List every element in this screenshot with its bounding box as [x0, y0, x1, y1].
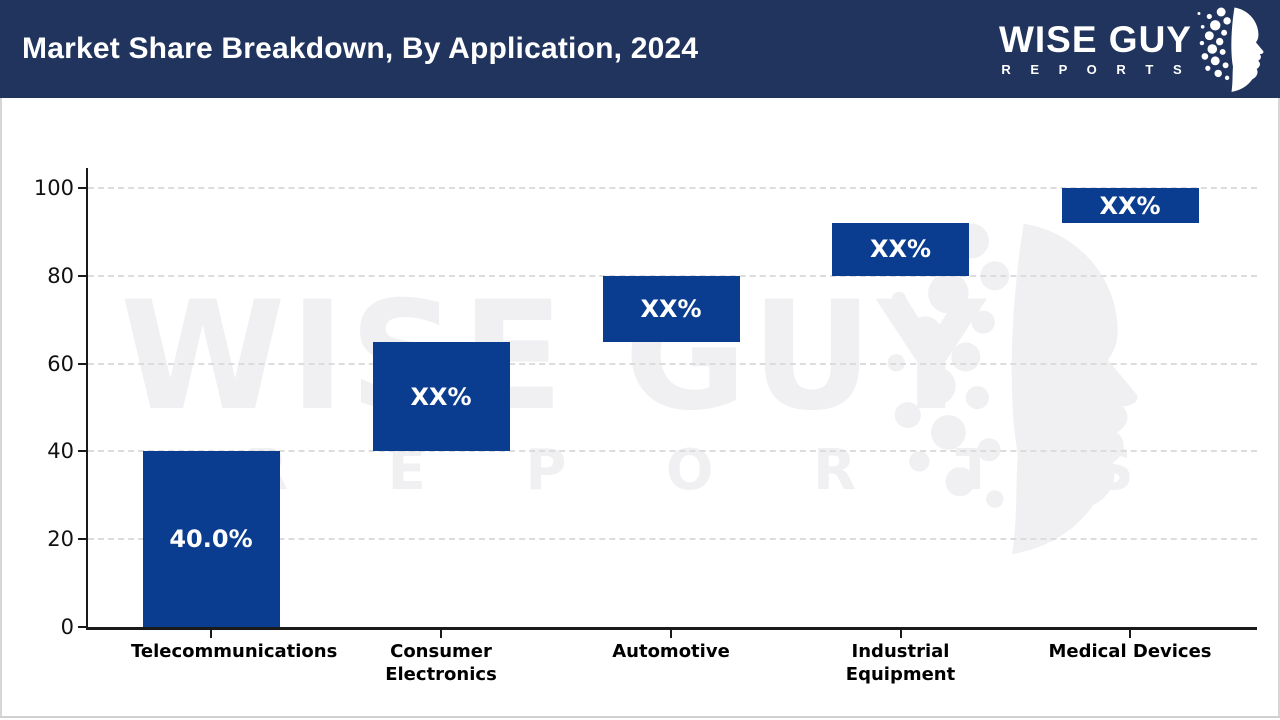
- x-category-label: Consumer Electronics: [385, 641, 497, 685]
- x-tick-mark: [899, 630, 902, 638]
- x-category-label: Medical Devices: [1048, 641, 1212, 662]
- bottom-border-line: [0, 716, 1280, 718]
- logo-head-icon: [1197, 7, 1264, 92]
- plot-area: 40.0% XX% XX% XX% XX%: [88, 149, 1257, 627]
- header-band: Market Share Breakdown, By Application, …: [0, 0, 1280, 98]
- bar-value-label: XX%: [410, 382, 472, 411]
- bar-segment: 40.0%: [142, 451, 280, 627]
- x-tick-mark: [1129, 630, 1131, 638]
- gridline-40: [88, 450, 1257, 453]
- wise-guy-logo: WISE GUY R E P O R T S: [999, 4, 1280, 94]
- y-tick-label-0: 0: [60, 615, 74, 639]
- gridline-100: [88, 187, 1257, 189]
- y-tick-label-20: 20: [47, 527, 74, 552]
- x-category-label: Automotive: [612, 641, 730, 662]
- y-tick-mark-40: [78, 450, 86, 453]
- y-tick-mark-20: [78, 538, 86, 541]
- y-tick-label-100: 100: [33, 176, 74, 200]
- logo-sub-text: R E P O R T S: [1001, 62, 1190, 77]
- bar-segment: XX%: [1061, 188, 1199, 224]
- y-tick-label-60: 60: [47, 351, 74, 376]
- y-tick-label-40: 40: [47, 439, 74, 464]
- x-tick-mark: [440, 630, 442, 638]
- y-tick-mark-80: [78, 274, 86, 277]
- y-tick-mark-0: [78, 626, 86, 628]
- y-tick-mark-60: [78, 362, 86, 365]
- bar-value-label: XX%: [869, 235, 932, 264]
- bar-value-label: XX%: [1099, 191, 1161, 220]
- bar-value-label: XX%: [640, 294, 702, 323]
- bar-segment: XX%: [832, 223, 969, 276]
- x-category-label: Telecommunications: [131, 641, 338, 662]
- y-axis-line: [86, 168, 88, 627]
- x-tick-mark: [210, 630, 212, 638]
- x-axis-line: [86, 627, 1257, 630]
- x-category-label: Industrial Equipment: [845, 641, 956, 685]
- x-tick-mark: [670, 630, 672, 638]
- page-title: Market Share Breakdown, By Application, …: [22, 32, 699, 65]
- logo-text: WISE GUY R E P O R T S: [999, 21, 1192, 77]
- bar-value-label: 40.0%: [169, 525, 253, 554]
- gridline-60: [88, 362, 1257, 365]
- y-tick-label-80: 80: [47, 263, 74, 288]
- bar-segment: XX%: [602, 275, 740, 342]
- y-tick-mark-100: [78, 187, 86, 189]
- bar-segment: XX%: [372, 341, 510, 452]
- gridline-20: [88, 538, 1257, 541]
- logo-brand-text: WISE GUY: [998, 19, 1192, 60]
